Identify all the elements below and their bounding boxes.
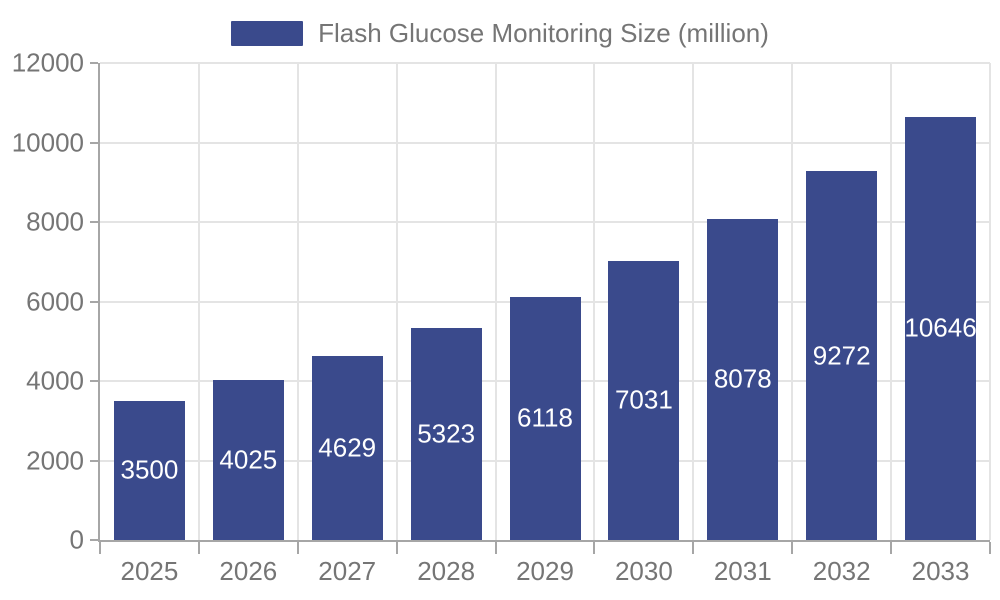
bar-value-label: 4025 — [219, 444, 278, 475]
gridline-vertical — [494, 63, 497, 540]
bar-value-label: 6118 — [517, 402, 573, 433]
gridline-vertical — [593, 63, 596, 540]
x-axis-tick — [494, 542, 497, 554]
bar: 8078 — [707, 218, 779, 540]
gridline-vertical — [395, 63, 398, 540]
gridline-horizontal — [100, 221, 990, 223]
bar-value-label: 10646 — [904, 312, 977, 343]
x-tick-label: 2029 — [516, 556, 574, 586]
legend-item-series[interactable]: Flash Glucose Monitoring Size (million) — [231, 18, 769, 49]
y-tick-label: 8000 — [26, 206, 84, 237]
x-tick-label: 2028 — [417, 556, 476, 586]
y-axis-tick — [90, 300, 98, 303]
x-tick-label: 2026 — [219, 556, 278, 586]
gridline-vertical — [989, 63, 991, 540]
legend-swatch-icon — [231, 20, 304, 46]
bar-value-label: 3500 — [120, 454, 179, 485]
gridline-horizontal — [100, 141, 990, 144]
y-axis-tick — [90, 141, 98, 144]
legend-label: Flash Glucose Monitoring Size (million) — [318, 17, 769, 48]
x-tick-label: 2025 — [120, 556, 179, 586]
x-axis-tick — [890, 542, 893, 554]
bar-value-label: 5323 — [417, 418, 476, 449]
bar: 6118 — [509, 296, 581, 540]
y-axis-tick — [90, 539, 98, 541]
y-tick-label: 2000 — [26, 445, 84, 475]
gridline-horizontal — [100, 62, 990, 64]
x-axis-tick — [593, 542, 596, 554]
bar: 9272 — [806, 171, 878, 540]
x-axis-tick — [296, 542, 299, 554]
y-tick-label: 0 — [69, 524, 84, 555]
gridline-vertical — [197, 63, 200, 540]
x-tick-label: 2027 — [318, 556, 377, 586]
chart-legend: Flash Glucose Monitoring Size (million) — [0, 14, 1000, 52]
y-axis-tick — [90, 459, 98, 462]
y-tick-label: 4000 — [26, 365, 84, 396]
bar: 10646 — [904, 116, 977, 540]
bar: 5323 — [410, 328, 482, 540]
y-tick-label: 10000 — [11, 127, 84, 157]
bar-value-label: 9272 — [812, 340, 871, 371]
gridline-vertical — [890, 63, 893, 540]
bar-value-label: 8078 — [713, 363, 772, 394]
x-tick-label: 2033 — [911, 556, 970, 586]
x-axis-tick — [197, 542, 200, 554]
y-axis-tick — [90, 380, 98, 382]
gridline-vertical — [791, 63, 794, 540]
x-tick-label: 2032 — [812, 556, 871, 586]
bar-value-label: 4629 — [318, 432, 377, 463]
bar: 4025 — [212, 380, 284, 540]
y-axis-tick — [90, 221, 98, 223]
bar: 7031 — [608, 260, 680, 540]
x-axis-tick — [395, 542, 398, 554]
y-tick-label: 6000 — [26, 286, 84, 316]
x-axis-tick — [791, 542, 794, 554]
bar: 4629 — [311, 356, 383, 540]
gridline-vertical — [692, 63, 695, 540]
y-tick-label: 12000 — [11, 47, 84, 78]
y-axis-tick — [90, 62, 98, 64]
x-axis-tick — [692, 542, 695, 554]
bar-value-label: 7031 — [614, 384, 673, 415]
x-tick-label: 2031 — [713, 556, 772, 586]
bar: 3500 — [113, 400, 185, 540]
x-axis-tick — [989, 542, 991, 554]
plot-area: 0 2000 4000 6000 8000 10000 12000 2025 2026 2027 2… — [12, 48, 991, 586]
x-tick-label: 2030 — [614, 556, 673, 586]
gridline-vertical — [296, 63, 299, 540]
x-axis-tick — [99, 542, 101, 554]
